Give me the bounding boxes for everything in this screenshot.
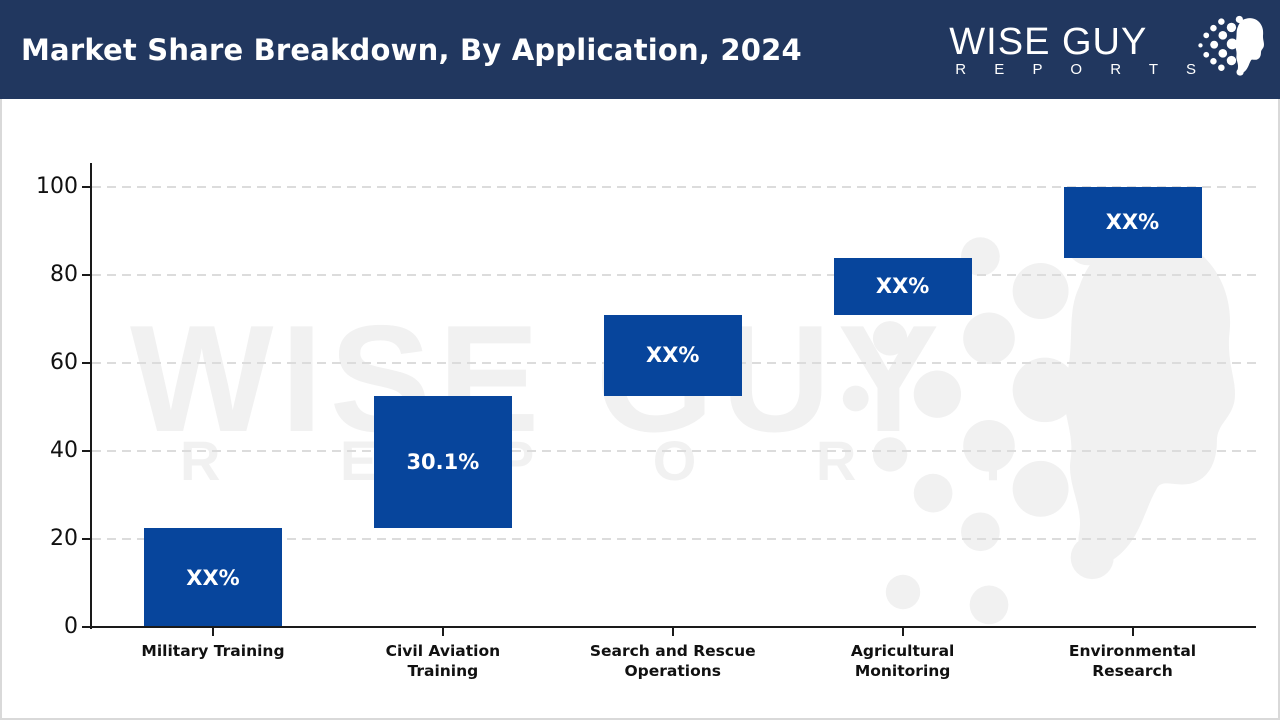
x-category-label-line: Operations — [624, 662, 722, 680]
bar-environmental-research: XX% — [1063, 187, 1202, 258]
y-tick-60 — [82, 362, 91, 364]
y-tick-label-80: 80 — [50, 262, 78, 287]
bar-value-label: XX% — [1105, 210, 1160, 235]
page-title: Market Share Breakdown, By Application, … — [21, 32, 802, 67]
x-tick-0 — [212, 627, 214, 636]
header-banner: Market Share Breakdown, By Application, … — [0, 0, 1280, 99]
gridline-100 — [92, 186, 1256, 188]
y-tick-0 — [82, 626, 91, 628]
x-category-label-line: Research — [1092, 662, 1173, 680]
x-category-label-line: Civil Aviation — [385, 642, 501, 660]
face-dots-icon — [1198, 15, 1264, 76]
x-category-label: Search and Rescue Operations — [555, 641, 791, 681]
x-category-label-line: Agricultural — [850, 642, 955, 660]
x-category-label-line: Environmental — [1068, 642, 1197, 660]
y-tick-label-100: 100 — [36, 174, 78, 199]
gridline-20 — [92, 538, 1256, 540]
x-tick-1 — [441, 627, 444, 636]
x-axis-spine — [90, 626, 1256, 628]
brand-name: WISE GUY — [949, 21, 1148, 63]
x-category-label: Environmental Research — [1015, 641, 1251, 681]
x-category-label-line: Monitoring — [854, 662, 951, 680]
watermark-text-1: WISE GUY — [130, 294, 947, 464]
bar-civil-aviation-training: 30.1% — [373, 395, 512, 528]
bar-value-label: XX% — [646, 343, 700, 368]
x-category-label: Civil Aviation Training — [325, 641, 561, 681]
watermark-face-dots-icon — [842, 222, 1235, 625]
bar-agricultural-monitoring: XX% — [833, 257, 972, 316]
y-tick-label-0: 0 — [64, 614, 78, 639]
x-category-label-line: Military Training — [141, 642, 285, 660]
bar-military-training: XX% — [144, 528, 282, 627]
bar-value-label: XX% — [186, 565, 240, 590]
bar-value-label: 30.1% — [406, 449, 480, 474]
brand-logo: WISE GUY R E P O R T S — [949, 6, 1266, 92]
x-category-label-line: Search and Rescue — [589, 642, 756, 660]
y-tick-100 — [82, 186, 91, 188]
x-category-label-line: Training — [407, 662, 479, 680]
gridline-40 — [92, 450, 1256, 452]
x-tick-4 — [1131, 627, 1134, 636]
bar-value-label: XX% — [875, 274, 930, 299]
gridline-80 — [92, 274, 1256, 276]
x-category-label: Agricultural Monitoring — [785, 641, 1021, 681]
brand-subname: R E P O R T S — [955, 61, 1208, 78]
y-tick-80 — [82, 274, 91, 276]
y-tick-label-20: 20 — [50, 526, 78, 551]
bar-search-and-rescue-operations: XX% — [603, 315, 742, 396]
y-tick-20 — [82, 538, 91, 540]
y-tick-label-40: 40 — [50, 438, 78, 463]
y-axis-spine — [90, 163, 92, 629]
brand-logo-text: WISE GUY R E P O R T S — [949, 20, 1208, 78]
x-tick-3 — [901, 627, 904, 636]
y-tick-label-60: 60 — [50, 350, 78, 375]
y-tick-40 — [82, 450, 91, 452]
chart-area: WISE GUY R E P O R T S XX% 30.1% XX% XX% XX%… — [0, 99, 1280, 720]
x-category-label: Military Training — [95, 641, 331, 661]
x-tick-2 — [671, 627, 674, 636]
